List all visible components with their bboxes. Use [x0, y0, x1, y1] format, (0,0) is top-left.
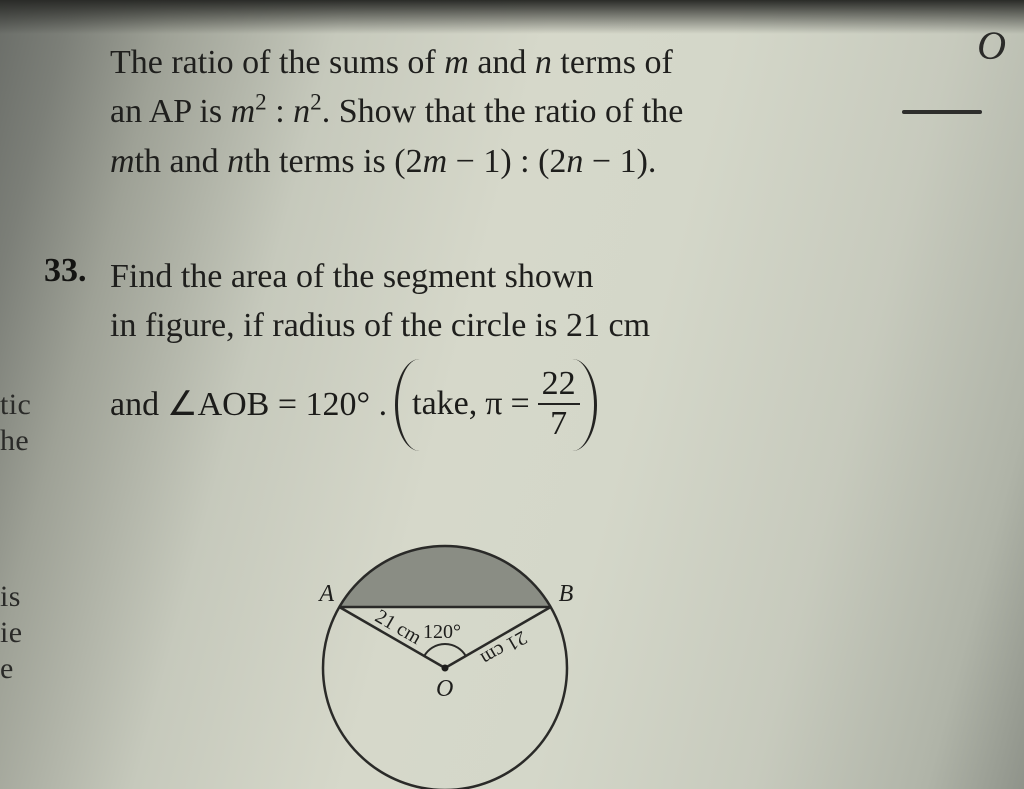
paren-lead: take, [412, 379, 477, 428]
pi-fraction: 22 7 [538, 367, 580, 441]
left-cut-text-1: tic [0, 388, 31, 422]
left-cut-text-4: ie [0, 616, 22, 650]
question-33-body: Find the area of the segment shown in fi… [110, 252, 900, 451]
right-margin-rule [902, 110, 982, 114]
left-cut-text-2: he [0, 424, 29, 458]
question-number-33: 33. [44, 252, 87, 290]
pi-symbol: π [485, 379, 502, 428]
top-shadow [0, 0, 1024, 34]
eq-symbol: = [510, 379, 529, 428]
q33-angle: ∠AOB = 120° . [167, 380, 387, 429]
question-32-body: The ratio of the sums of m and n terms o… [110, 38, 910, 186]
svg-text:120°: 120° [423, 621, 461, 643]
angle-label: ∠AOB [167, 386, 269, 423]
q32-line3: mth and nth terms is (2m − 1) : (2n − 1)… [110, 137, 910, 186]
q33-paren-pi: take, π = 22 7 [395, 359, 597, 451]
q32-line2: an AP is m2 : n2. Show that the ratio of… [110, 87, 910, 136]
pi-num: 22 [538, 367, 580, 403]
textbook-page-photo: O tic he is ie e The ratio of the sums o… [0, 0, 1024, 789]
pi-den: 7 [546, 405, 571, 441]
segment-figure: ABO120°21 cm21 cm [280, 508, 610, 789]
left-cut-text-3: is [0, 580, 21, 614]
circle-segment-svg: ABO120°21 cm21 cm [280, 508, 610, 789]
angle-eq: = 120° . [269, 386, 387, 423]
svg-text:A: A [317, 581, 334, 607]
svg-text:21 cm: 21 cm [371, 605, 425, 649]
svg-text:O: O [436, 676, 453, 702]
svg-text:B: B [559, 581, 574, 607]
q33-line1: Find the area of the segment shown [110, 252, 900, 301]
left-cut-text-5: e [0, 652, 14, 686]
q32-line1: The ratio of the sums of m and n terms o… [110, 38, 910, 87]
svg-text:21 cm: 21 cm [477, 626, 531, 670]
q33-line2: in figure, if radius of the circle is 21… [110, 301, 900, 350]
q33-line3: and ∠AOB = 120° . take, π = 22 7 [110, 359, 900, 451]
q33-and: and [110, 380, 159, 429]
cropped-letter-top-right: O [977, 22, 1006, 69]
